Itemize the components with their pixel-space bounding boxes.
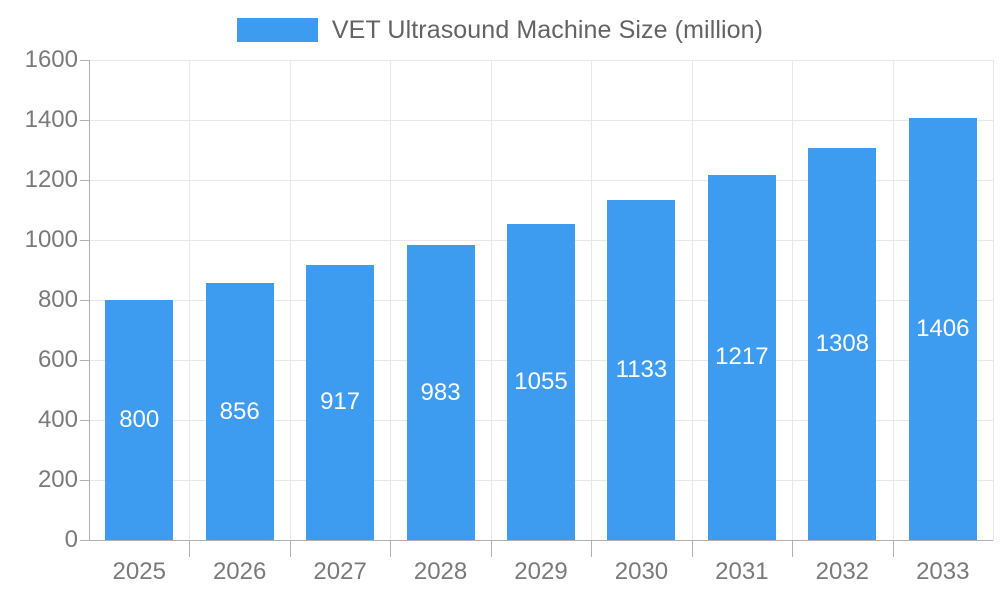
x-axis-tick-label: 2032 bbox=[815, 558, 870, 585]
x-axis-tick-label: 2027 bbox=[313, 558, 367, 585]
gridline-vertical bbox=[491, 60, 492, 540]
bar-value-label: 1217 bbox=[715, 343, 769, 371]
bar[interactable] bbox=[306, 264, 375, 540]
bar-value-label: 856 bbox=[219, 397, 260, 425]
gridline-horizontal bbox=[89, 60, 993, 61]
x-axis-tick-mark bbox=[491, 541, 492, 557]
bar[interactable] bbox=[507, 223, 575, 540]
y-axis-tick-label: 200 bbox=[37, 466, 78, 493]
x-axis-tick-mark bbox=[290, 541, 291, 557]
bar-value-label: 983 bbox=[420, 378, 461, 406]
y-axis-tick-mark bbox=[80, 60, 89, 61]
x-axis-tick-mark bbox=[591, 541, 592, 557]
y-axis-tick-label: 1200 bbox=[24, 166, 78, 193]
bar-value-label: 917 bbox=[320, 388, 361, 416]
gridline-horizontal bbox=[89, 180, 993, 181]
bar[interactable] bbox=[105, 300, 174, 540]
bar[interactable] bbox=[707, 174, 776, 540]
y-axis-tick-label: 1600 bbox=[24, 46, 78, 73]
gridline-vertical bbox=[189, 60, 190, 540]
x-axis-tick-mark bbox=[390, 541, 391, 557]
x-axis-tick-mark bbox=[692, 541, 693, 557]
bar[interactable] bbox=[808, 147, 877, 540]
gridline-horizontal bbox=[89, 120, 993, 121]
x-axis-tick-mark bbox=[893, 541, 894, 557]
bar-value-label: 800 bbox=[119, 406, 160, 433]
x-axis-tick-label: 2025 bbox=[112, 558, 166, 585]
y-axis-tick-mark bbox=[80, 240, 89, 241]
x-axis-tick-label: 2029 bbox=[514, 558, 568, 585]
bar-value-label: 1133 bbox=[615, 356, 668, 384]
chart-legend: VET Ultrasound Machine Size (million) bbox=[0, 8, 1000, 52]
gridline-vertical bbox=[390, 60, 391, 540]
y-axis-tick-mark bbox=[80, 480, 89, 481]
bar[interactable] bbox=[607, 200, 676, 540]
y-axis-tick-label: 400 bbox=[37, 406, 78, 433]
y-axis-tick-mark bbox=[80, 180, 89, 181]
x-axis-line bbox=[89, 540, 994, 541]
x-axis-tick-mark bbox=[792, 541, 793, 557]
x-axis-tick-label: 2033 bbox=[916, 558, 970, 585]
bar[interactable] bbox=[406, 245, 475, 540]
y-axis-tick-label: 800 bbox=[37, 286, 78, 313]
bar-value-label: 1308 bbox=[815, 329, 870, 357]
y-axis-line bbox=[89, 60, 90, 541]
y-axis-tick-label: 1400 bbox=[24, 106, 78, 133]
legend-label: VET Ultrasound Machine Size (million) bbox=[331, 15, 764, 44]
legend-color-swatch[interactable] bbox=[236, 18, 318, 42]
x-axis-tick-label: 2030 bbox=[614, 558, 669, 585]
gridline-vertical bbox=[290, 60, 291, 540]
bar-value-label: 1055 bbox=[514, 367, 568, 395]
x-axis-tick-mark bbox=[189, 541, 190, 557]
x-axis-tick-label: 2031 bbox=[715, 558, 769, 585]
gridline-vertical bbox=[692, 60, 693, 540]
y-axis-tick-mark bbox=[80, 120, 89, 121]
x-axis-tick-label: 2028 bbox=[413, 558, 468, 585]
bar[interactable] bbox=[205, 283, 274, 540]
gridline-vertical bbox=[792, 60, 793, 540]
plot-area: 800 856 917 983 1055 1133 1217 1308 1406 bbox=[89, 60, 993, 541]
y-axis-tick-label: 600 bbox=[37, 346, 78, 373]
y-axis-tick-mark bbox=[80, 300, 89, 301]
gridline-vertical bbox=[591, 60, 592, 540]
y-axis-tick-mark bbox=[80, 360, 89, 361]
y-axis-tick-mark bbox=[80, 420, 89, 421]
y-axis-tick-label: 1000 bbox=[24, 226, 78, 253]
bar[interactable] bbox=[908, 118, 977, 540]
gridline-vertical bbox=[893, 60, 894, 540]
y-axis-tick-label: 0 bbox=[64, 526, 78, 553]
bar-value-label: 1406 bbox=[916, 315, 970, 343]
plot-right-border bbox=[993, 60, 994, 541]
x-axis-tick-label: 2026 bbox=[212, 558, 267, 585]
y-axis-tick-mark bbox=[80, 540, 89, 541]
